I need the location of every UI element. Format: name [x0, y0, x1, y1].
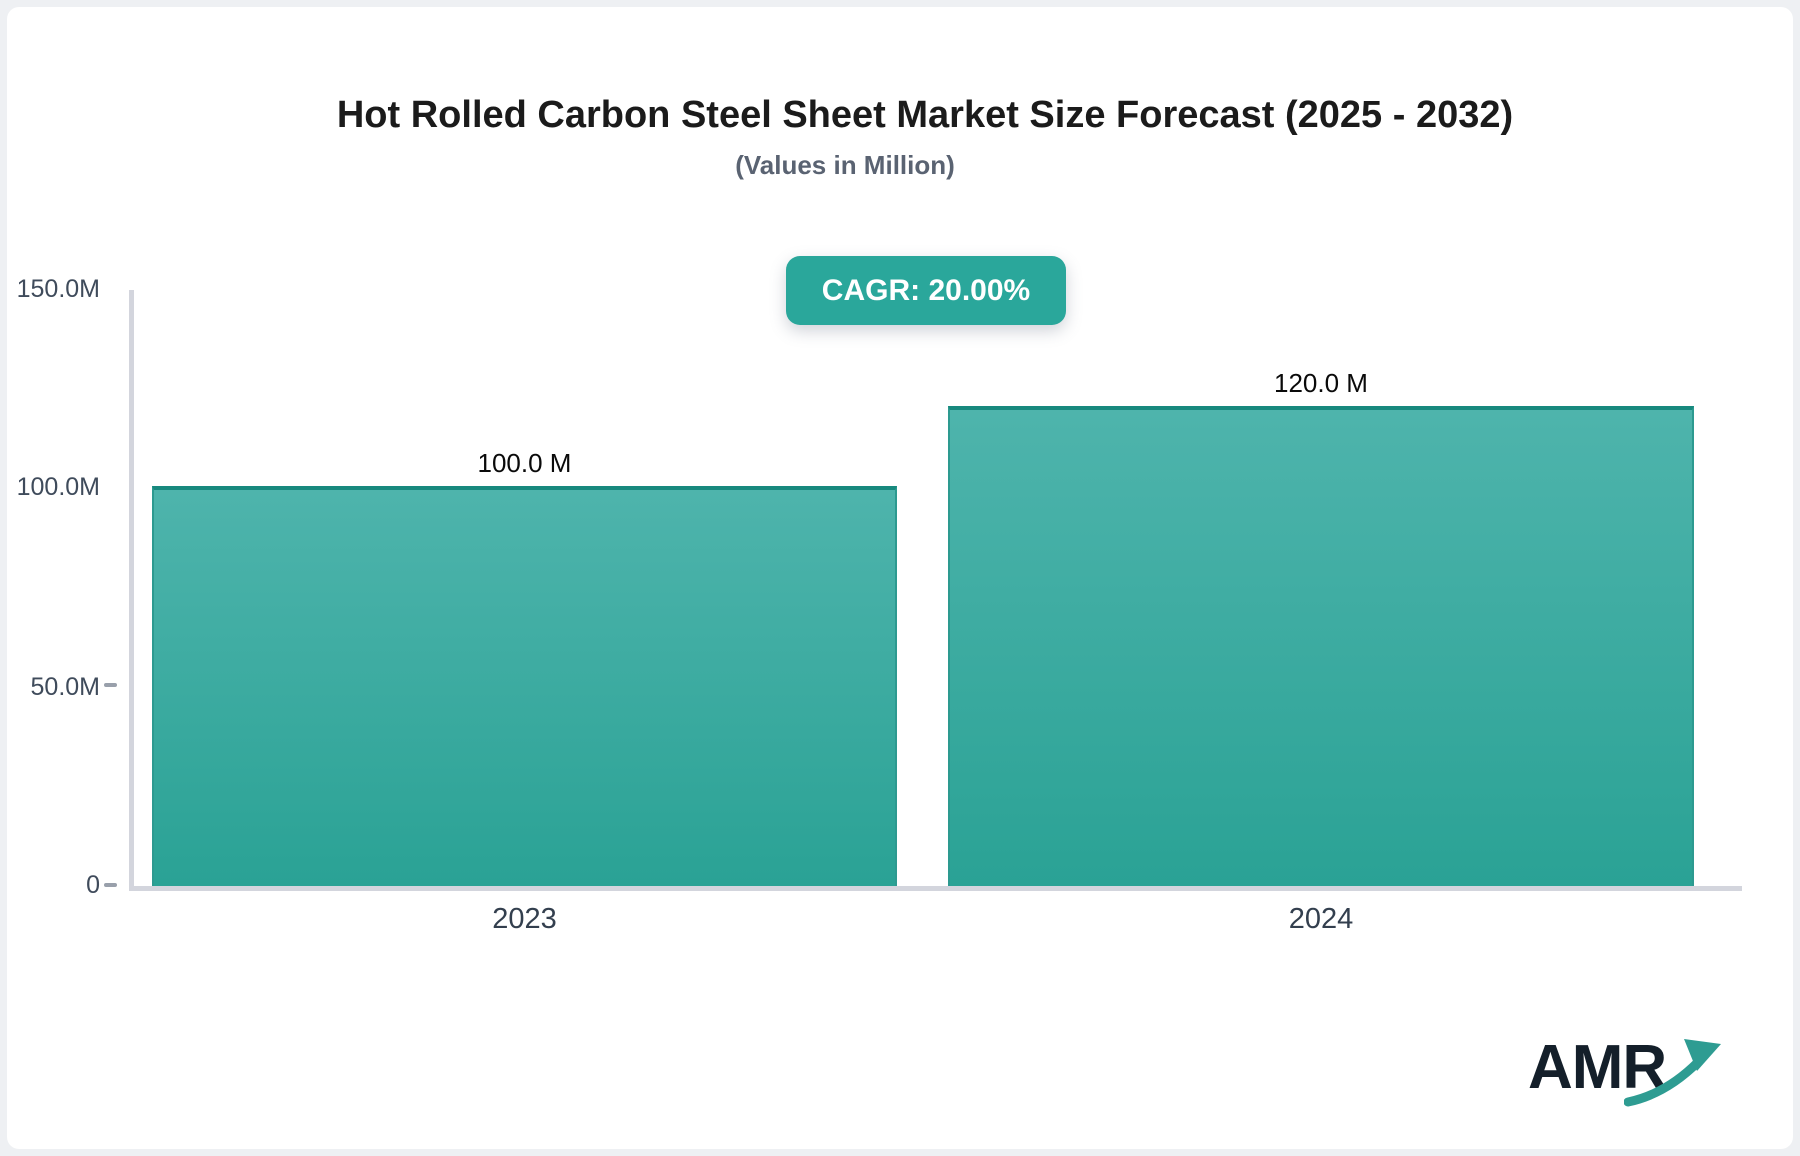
chart-title: Hot Rolled Carbon Steel Sheet Market Siz…	[336, 94, 1514, 136]
bar-value-label-2023: 100.0 M	[477, 448, 572, 478]
amr-logo-text: AMR	[1528, 1033, 1667, 1102]
y-tick-label-150: 150.0M	[16, 275, 100, 303]
y-tick-mark-0	[104, 883, 117, 887]
x-tick-label-2024: 2024	[1288, 903, 1354, 935]
amr-logo: AMR	[1528, 1028, 1728, 1118]
cagr-badge-row: CAGR: 20.00%	[130, 256, 1722, 325]
y-tick-mark-50	[104, 683, 117, 687]
bar-value-label-2024: 120.0 M	[1274, 368, 1368, 398]
y-tick-label-100: 100.0M	[16, 473, 100, 501]
chart-subtitle: (Values in Million)	[735, 150, 955, 180]
y-axis-line	[129, 290, 134, 891]
growth-arrow-icon	[1624, 1039, 1721, 1107]
cagr-badge: CAGR: 20.00%	[785, 256, 1067, 325]
x-tick-label-2023: 2023	[492, 903, 557, 935]
bar-2024	[948, 406, 1694, 886]
y-tick-label-50: 50.0M	[30, 673, 100, 701]
y-tick-label-0: 0	[86, 871, 100, 899]
x-axis-line	[129, 886, 1742, 891]
bar-2023	[152, 486, 897, 886]
